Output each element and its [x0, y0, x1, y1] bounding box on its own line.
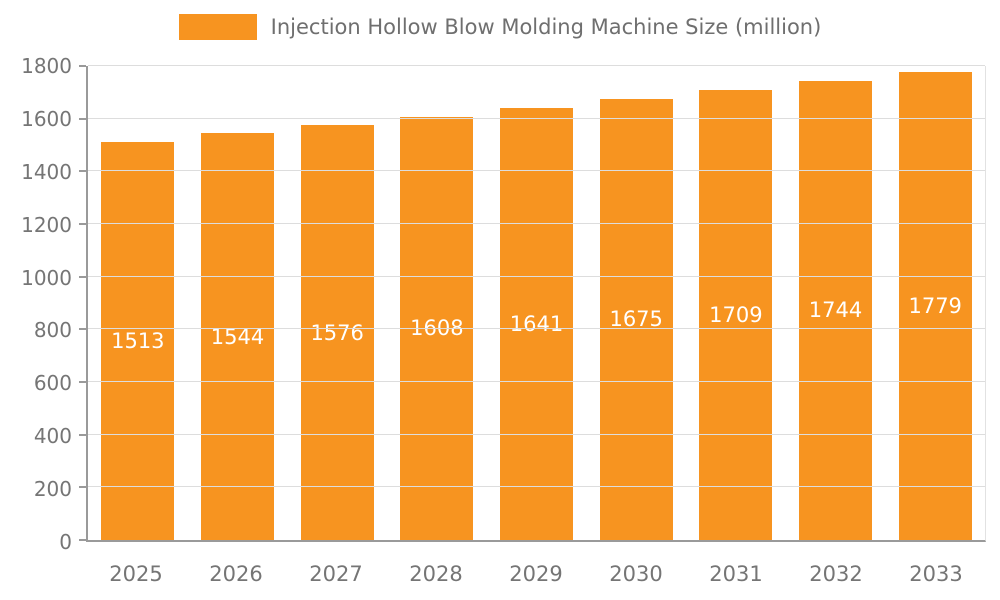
bar-value-label: 1779 [908, 293, 962, 318]
bar-value-label: 1513 [111, 328, 165, 353]
gridline [88, 381, 985, 383]
y-tick-label: 1400 [21, 159, 72, 184]
bar-2032[interactable]: 1744 [799, 80, 872, 540]
x-tick-label: 2027 [309, 562, 363, 586]
x-tick-label: 2032 [809, 562, 863, 586]
bar-slot: 1709 [686, 66, 786, 540]
bar-2031[interactable]: 1709 [699, 89, 773, 540]
legend-swatch[interactable] [178, 14, 257, 40]
gridline [88, 275, 985, 277]
bar-value-label: 1744 [808, 298, 863, 323]
x-axis: 2025 2026 2027 2028 2029 2030 2031 2032 2033 [86, 556, 986, 592]
y-tick-mark [79, 65, 86, 67]
bar-2029[interactable]: 1641 [500, 107, 573, 540]
gridline [88, 328, 985, 330]
bar-value-label: 1641 [509, 311, 564, 336]
chart-legend[interactable]: Injection Hollow Blow Molding Machine Si… [0, 14, 1000, 40]
x-tick-label: 2026 [209, 562, 263, 586]
x-tick-label: 2030 [609, 562, 663, 586]
y-tick-mark [79, 170, 86, 173]
y-tick-label: 600 [33, 371, 72, 396]
bar-slot: 1576 [287, 66, 387, 540]
y-tick-label: 1600 [21, 106, 72, 131]
gridline [88, 170, 985, 172]
gridline [88, 433, 985, 435]
bar-2025[interactable]: 1513 [101, 141, 175, 540]
x-tick-label: 2025 [109, 562, 163, 586]
bar-slot: 1779 [885, 66, 985, 540]
bar-slot: 1744 [786, 66, 886, 540]
bar-slot: 1608 [387, 66, 487, 540]
gridline [88, 486, 985, 488]
y-tick-label: 1000 [21, 265, 72, 290]
y-tick-mark [79, 539, 86, 541]
x-tick-label: 2029 [509, 562, 563, 586]
gridline [88, 65, 985, 66]
bar-slot: 1641 [487, 66, 587, 540]
legend-label: Injection Hollow Blow Molding Machine Si… [270, 15, 822, 39]
y-tick-label: 0 [59, 530, 72, 554]
y-tick-mark [79, 433, 86, 436]
bars-container: 1513 1544 1576 1608 1641 1675 1709 1744 1779 [88, 66, 985, 540]
bar-2026[interactable]: 1544 [201, 133, 274, 540]
bar-2027[interactable]: 1576 [300, 125, 374, 540]
y-tick-label: 400 [33, 424, 72, 449]
y-tick-mark [79, 328, 86, 331]
y-tick-mark [79, 117, 86, 120]
y-tick-mark [79, 381, 86, 384]
bar-2028[interactable]: 1608 [400, 116, 474, 540]
bar-slot: 1513 [88, 66, 188, 540]
y-tick-label: 1800 [21, 54, 72, 78]
y-tick-label: 800 [33, 318, 72, 343]
bar-slot: 1544 [188, 66, 288, 540]
bar-value-label: 1608 [410, 316, 464, 341]
y-tick-mark [79, 223, 86, 226]
bar-value-label: 1576 [310, 320, 364, 345]
x-tick-label: 2028 [409, 562, 463, 586]
plot-area: 1513 1544 1576 1608 1641 1675 1709 1744 1779 [79, 65, 986, 542]
y-tick-label: 200 [33, 477, 72, 502]
x-tick-label: 2033 [909, 562, 963, 586]
bar-2030[interactable]: 1675 [599, 98, 673, 540]
bar-value-label: 1709 [709, 302, 763, 327]
y-tick-label: 1200 [21, 212, 72, 237]
gridline [88, 117, 985, 119]
bar-2033[interactable]: 1779 [898, 71, 972, 540]
bar-value-label: 1675 [609, 307, 663, 332]
y-axis: 0 200 400 600 800 1000 1200 1400 1600 1800 [0, 55, 72, 553]
y-tick-mark [79, 486, 86, 489]
y-tick-mark [79, 275, 86, 278]
x-tick-label: 2031 [709, 562, 763, 586]
bar-slot: 1675 [586, 66, 686, 540]
gridline [88, 223, 985, 225]
